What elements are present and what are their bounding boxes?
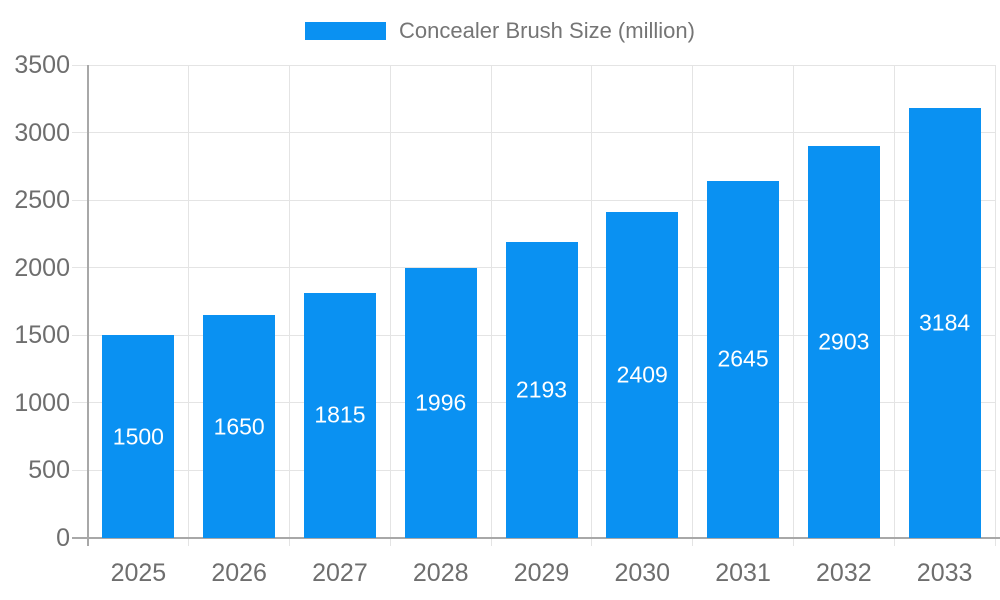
plot-area: 0 500 1000 1500 2000 2500 3000 3500 1500 2025 1650… — [14, 51, 1000, 587]
bar-value-label: 2193 — [515, 376, 568, 403]
legend: Concealer Brush Size (million) — [0, 18, 1000, 44]
x-axis-tick-label: 2030 — [614, 559, 671, 587]
legend-label: Concealer Brush Size (million) — [399, 18, 695, 43]
y-gridline — [72, 199, 995, 201]
y-axis-tick-label: 3500 — [14, 51, 70, 79]
x-gridline — [289, 65, 291, 546]
x-axis-tick-label: 2026 — [211, 559, 267, 587]
y-axis-tick-label: 2000 — [14, 253, 70, 282]
x-gridline — [792, 65, 794, 546]
x-gridline — [490, 65, 492, 546]
bar-value-label: 1815 — [314, 401, 366, 428]
x-axis-tick-label: 2032 — [816, 559, 872, 587]
bar-value-label: 2409 — [616, 361, 668, 388]
legend-item[interactable]: Concealer Brush Size (million) — [305, 18, 695, 44]
bar[interactable]: 2409 — [606, 212, 679, 538]
x-axis-tick-label: 2028 — [412, 559, 469, 587]
x-axis-tick-label: 2029 — [513, 559, 570, 587]
bar[interactable]: 3184 — [908, 107, 981, 538]
y-gridline — [72, 64, 995, 66]
y-axis-tick-label: 0 — [56, 524, 70, 552]
x-gridline — [893, 65, 895, 546]
x-axis-line — [72, 537, 1000, 539]
x-gridline — [188, 65, 190, 546]
y-axis-tick-label: 500 — [28, 456, 70, 485]
legend-swatch-icon — [305, 22, 387, 40]
y-axis-tick-label: 3000 — [14, 118, 70, 147]
bar[interactable]: 2903 — [807, 145, 880, 538]
bar[interactable]: 2193 — [505, 241, 578, 538]
y-axis-tick-label: 1500 — [14, 321, 70, 350]
y-axis-line — [87, 65, 89, 546]
x-axis-tick-label: 2025 — [110, 559, 167, 587]
y-axis-tick-label: 1000 — [14, 388, 70, 417]
bar-value-label: 2645 — [717, 345, 769, 372]
bar-value-label: 2903 — [818, 328, 870, 355]
x-axis-tick-label: 2033 — [916, 559, 973, 587]
x-gridline — [994, 65, 996, 546]
x-axis-tick-label: 2027 — [312, 559, 368, 587]
x-gridline — [591, 65, 593, 546]
bar[interactable]: 2645 — [707, 180, 780, 538]
bar[interactable]: 1500 — [102, 335, 175, 538]
bar[interactable]: 1815 — [303, 292, 376, 538]
bar-value-label: 3184 — [919, 309, 971, 336]
bar-value-label: 1650 — [213, 413, 265, 439]
y-gridline — [72, 132, 995, 134]
x-axis-tick-label: 2031 — [715, 559, 771, 587]
x-gridline — [389, 65, 391, 546]
bar-value-label: 1500 — [112, 423, 164, 450]
bar-value-label: 1996 — [415, 389, 467, 416]
bar[interactable]: 1996 — [404, 268, 477, 538]
x-gridline — [692, 65, 694, 546]
bar[interactable]: 1650 — [203, 315, 276, 538]
y-axis-tick-label: 2500 — [14, 186, 70, 215]
